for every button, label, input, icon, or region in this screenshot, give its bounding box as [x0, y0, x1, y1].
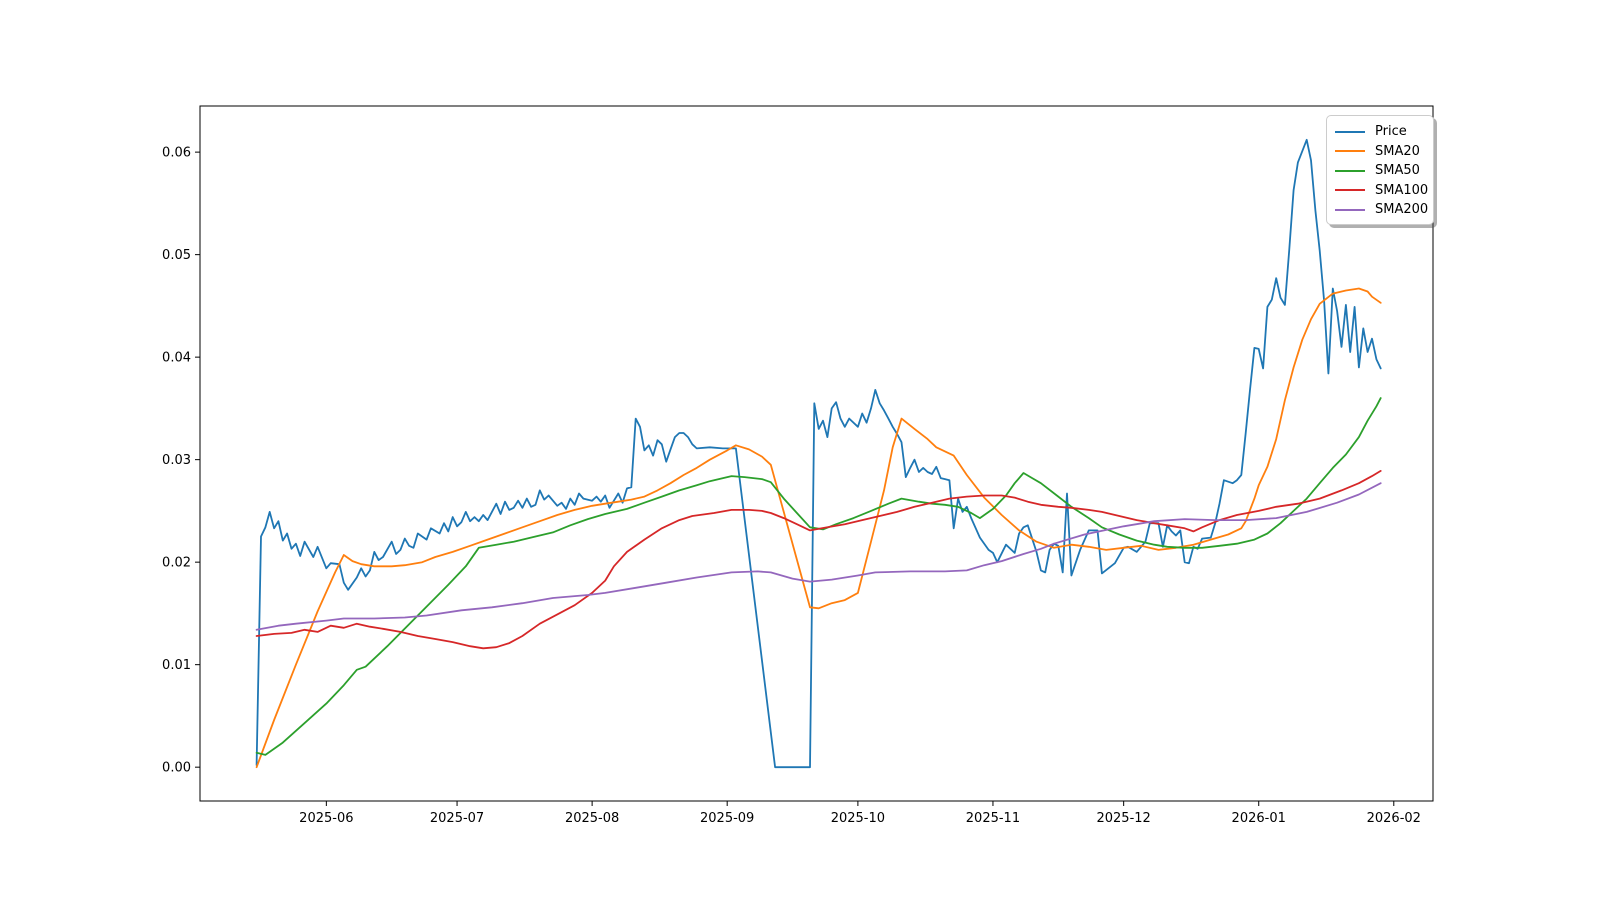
y-axis-tick-label: 0.03 — [162, 453, 191, 468]
legend-label-sma50: SMA50 — [1375, 163, 1420, 179]
y-axis-tick-label: 0.05 — [162, 248, 191, 263]
legend-line-sample-sma100 — [1335, 189, 1365, 192]
y-axis-tick-label: 0.02 — [162, 556, 191, 571]
legend-label-sma20: SMA20 — [1375, 143, 1420, 159]
legend-line-sample-sma200 — [1335, 208, 1365, 211]
legend-line-sample-sma50 — [1335, 169, 1365, 172]
series-line-sma200 — [255, 482, 1382, 631]
x-axis-tick-label: 2025-09 — [700, 811, 754, 826]
x-axis-tick-label: 2025-11 — [966, 811, 1020, 826]
legend-entry-sma100: SMA100 — [1333, 181, 1429, 201]
legend-label-sma100: SMA100 — [1375, 182, 1429, 198]
legend: Price SMA20 SMA50 SMA100 SMA200 — [1326, 115, 1434, 225]
series-line-sma50 — [255, 397, 1382, 756]
legend-line-sample-sma20 — [1335, 150, 1365, 153]
series-line-price — [255, 138, 1382, 769]
x-axis-tick-label: 2025-12 — [1096, 811, 1150, 826]
legend-line-sample-price — [1335, 130, 1365, 133]
series-line-sma20 — [255, 287, 1382, 769]
legend-label-price: Price — [1375, 124, 1407, 140]
x-axis-tick-label: 2026-01 — [1232, 811, 1286, 826]
legend-entry-sma20: SMA20 — [1333, 142, 1427, 162]
y-axis-tick-label: 0.04 — [162, 351, 191, 366]
plot-area-frame — [199, 105, 1434, 802]
legend-entry-sma50: SMA50 — [1333, 161, 1427, 181]
x-axis-tick-label: 2025-08 — [565, 811, 619, 826]
y-axis-tick-label: 0.06 — [162, 146, 191, 161]
legend-label-sma200: SMA200 — [1375, 202, 1429, 218]
x-axis-tick-label: 2025-10 — [831, 811, 885, 826]
y-axis-tick-label: 0.00 — [162, 761, 191, 776]
x-axis-tick-label: 2025-07 — [430, 811, 484, 826]
legend-entry-price: Price — [1333, 122, 1427, 142]
series-line-sma100 — [255, 469, 1382, 650]
legend-entry-sma200: SMA200 — [1333, 200, 1429, 220]
x-axis-tick-label: 2026-02 — [1367, 811, 1421, 826]
y-axis-tick-label: 0.01 — [162, 658, 191, 673]
x-axis-tick-label: 2025-06 — [299, 811, 353, 826]
